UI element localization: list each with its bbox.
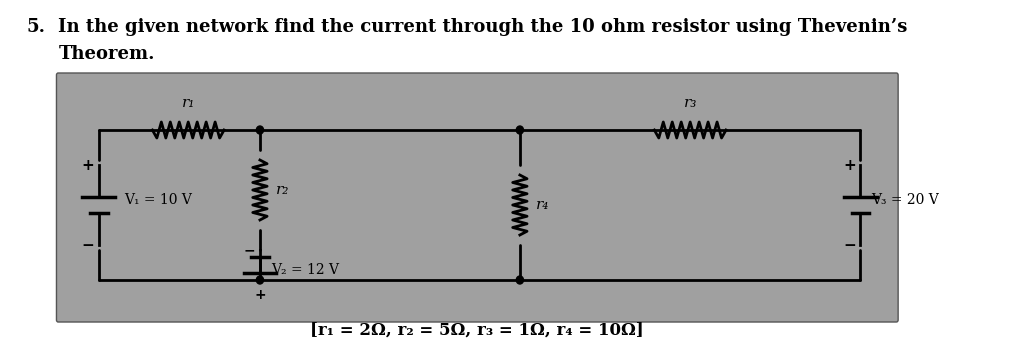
Text: V₃ = 20 V: V₃ = 20 V xyxy=(871,193,939,207)
Circle shape xyxy=(256,276,263,284)
Text: r₂: r₂ xyxy=(276,183,290,197)
Text: +: + xyxy=(844,157,856,173)
Circle shape xyxy=(516,276,523,284)
Text: V₂ = 12 V: V₂ = 12 V xyxy=(270,263,339,277)
Text: +: + xyxy=(254,288,266,302)
Text: r₃: r₃ xyxy=(683,96,697,110)
FancyBboxPatch shape xyxy=(56,73,898,322)
Text: In the given network find the current through the 10 ohm resistor using Thevenin: In the given network find the current th… xyxy=(58,18,907,36)
Text: V₁ = 10 V: V₁ = 10 V xyxy=(124,193,191,207)
Circle shape xyxy=(516,126,523,134)
Text: −: − xyxy=(244,243,255,257)
Text: r₄: r₄ xyxy=(536,198,550,212)
Text: −: − xyxy=(82,238,94,252)
Text: 5.: 5. xyxy=(27,18,46,36)
Text: +: + xyxy=(82,157,94,173)
Circle shape xyxy=(256,126,263,134)
Text: −: − xyxy=(844,238,856,252)
Text: r₁: r₁ xyxy=(181,96,195,110)
Text: [r₁ = 2Ω, r₂ = 5Ω, r₃ = 1Ω, r₄ = 10Ω]: [r₁ = 2Ω, r₂ = 5Ω, r₃ = 1Ω, r₄ = 10Ω] xyxy=(310,322,644,339)
Text: Theorem.: Theorem. xyxy=(58,45,155,63)
